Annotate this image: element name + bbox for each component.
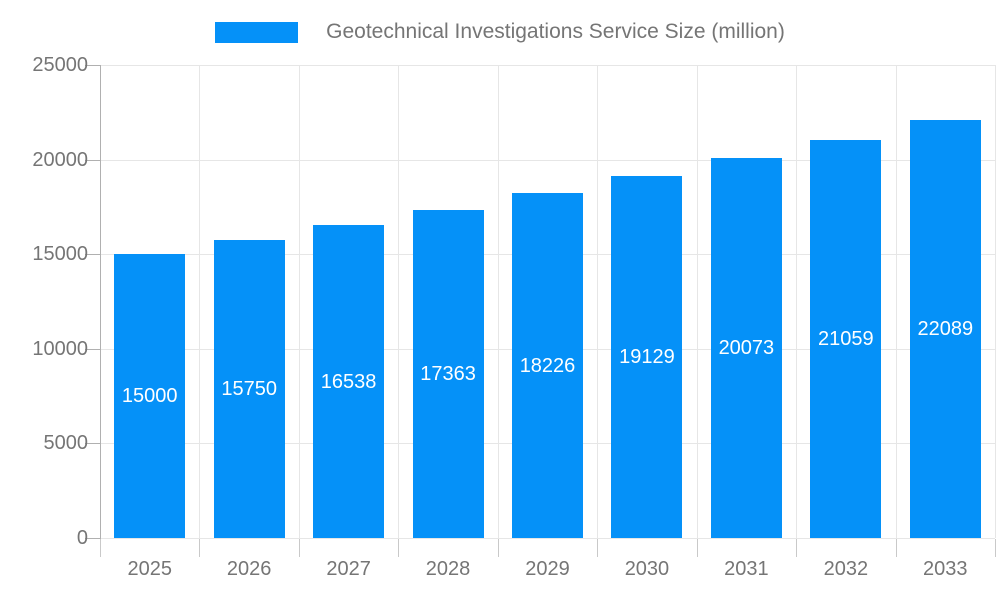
x-axis-tick (995, 539, 996, 557)
x-gridline (796, 65, 798, 538)
x-axis-label: 2031 (724, 558, 769, 580)
bar-value-label: 20073 (718, 337, 775, 360)
x-gridline (895, 65, 897, 538)
y-axis-label: 10000 (32, 337, 88, 360)
x-gridline (995, 65, 996, 538)
bar[interactable]: 15000 (114, 254, 186, 538)
x-axis-tick (497, 539, 499, 557)
y-axis-label: 15000 (32, 243, 88, 266)
legend-item[interactable]: Geotechnical Investigations Service Size… (215, 20, 785, 44)
bar-value-label: 17363 (420, 362, 476, 385)
x-axis-tick (895, 539, 897, 557)
chart-legend: Geotechnical Investigations Service Size… (0, 17, 1000, 47)
y-gridline (100, 538, 995, 539)
y-axis-tick (85, 443, 100, 445)
y-gridline (100, 159, 995, 161)
x-gridline (298, 65, 300, 538)
x-axis-label: 2025 (127, 558, 172, 580)
legend-swatch (215, 21, 299, 43)
y-axis-label: 5000 (43, 432, 89, 455)
legend-label: Geotechnical Investigations Service Size… (326, 20, 785, 43)
bar[interactable]: 16538 (313, 225, 385, 538)
plot-area: 15000 15750 16538 17363 18226 19129 20073 21059… (100, 65, 996, 539)
x-gridline (497, 65, 499, 538)
x-axis-label: 2033 (923, 558, 968, 580)
bar[interactable]: 19129 (611, 176, 683, 538)
bar[interactable]: 21059 (810, 139, 882, 538)
x-axis-tick (100, 539, 101, 557)
x-axis-label: 2028 (425, 558, 471, 580)
x-gridline (398, 65, 400, 538)
x-axis-label: 2027 (326, 558, 371, 580)
bar[interactable]: 22089 (909, 120, 981, 538)
bar-value-label: 21059 (818, 327, 874, 350)
x-gridline (696, 65, 698, 538)
x-axis-label: 2026 (226, 558, 272, 580)
bar[interactable]: 20073 (710, 158, 782, 538)
x-axis-label: 2032 (823, 558, 869, 580)
x-gridline (597, 65, 599, 538)
bar-value-label: 15750 (221, 378, 277, 400)
x-axis-tick (199, 539, 201, 557)
y-axis-tick (85, 65, 100, 66)
x-gridline (199, 65, 201, 538)
y-axis-label: 0 (76, 527, 88, 549)
y-axis-label: 25000 (32, 54, 88, 76)
x-axis-tick (298, 539, 300, 557)
y-gridline (100, 65, 995, 66)
x-axis-label: 2029 (525, 558, 570, 580)
bar-value-label: 15000 (121, 385, 178, 408)
bar-value-label: 22089 (917, 318, 974, 341)
y-axis-tick (85, 159, 100, 161)
bar[interactable]: 17363 (412, 209, 484, 538)
y-axis-label: 20000 (32, 148, 88, 171)
bar[interactable]: 18226 (512, 193, 583, 538)
y-axis-tick (85, 254, 100, 256)
bar-value-label: 16538 (320, 370, 377, 393)
x-axis-tick (796, 539, 798, 557)
x-axis-tick (597, 539, 599, 557)
y-axis-tick (85, 348, 100, 350)
x-axis-tick (696, 539, 698, 557)
bar-value-label: 18226 (519, 354, 576, 377)
x-axis-label: 2030 (624, 558, 670, 580)
bar-value-label: 19129 (619, 346, 675, 369)
bar[interactable]: 15750 (213, 240, 285, 538)
y-axis-tick (85, 538, 100, 539)
x-axis-tick (398, 539, 400, 557)
y-axis-line (100, 65, 101, 557)
